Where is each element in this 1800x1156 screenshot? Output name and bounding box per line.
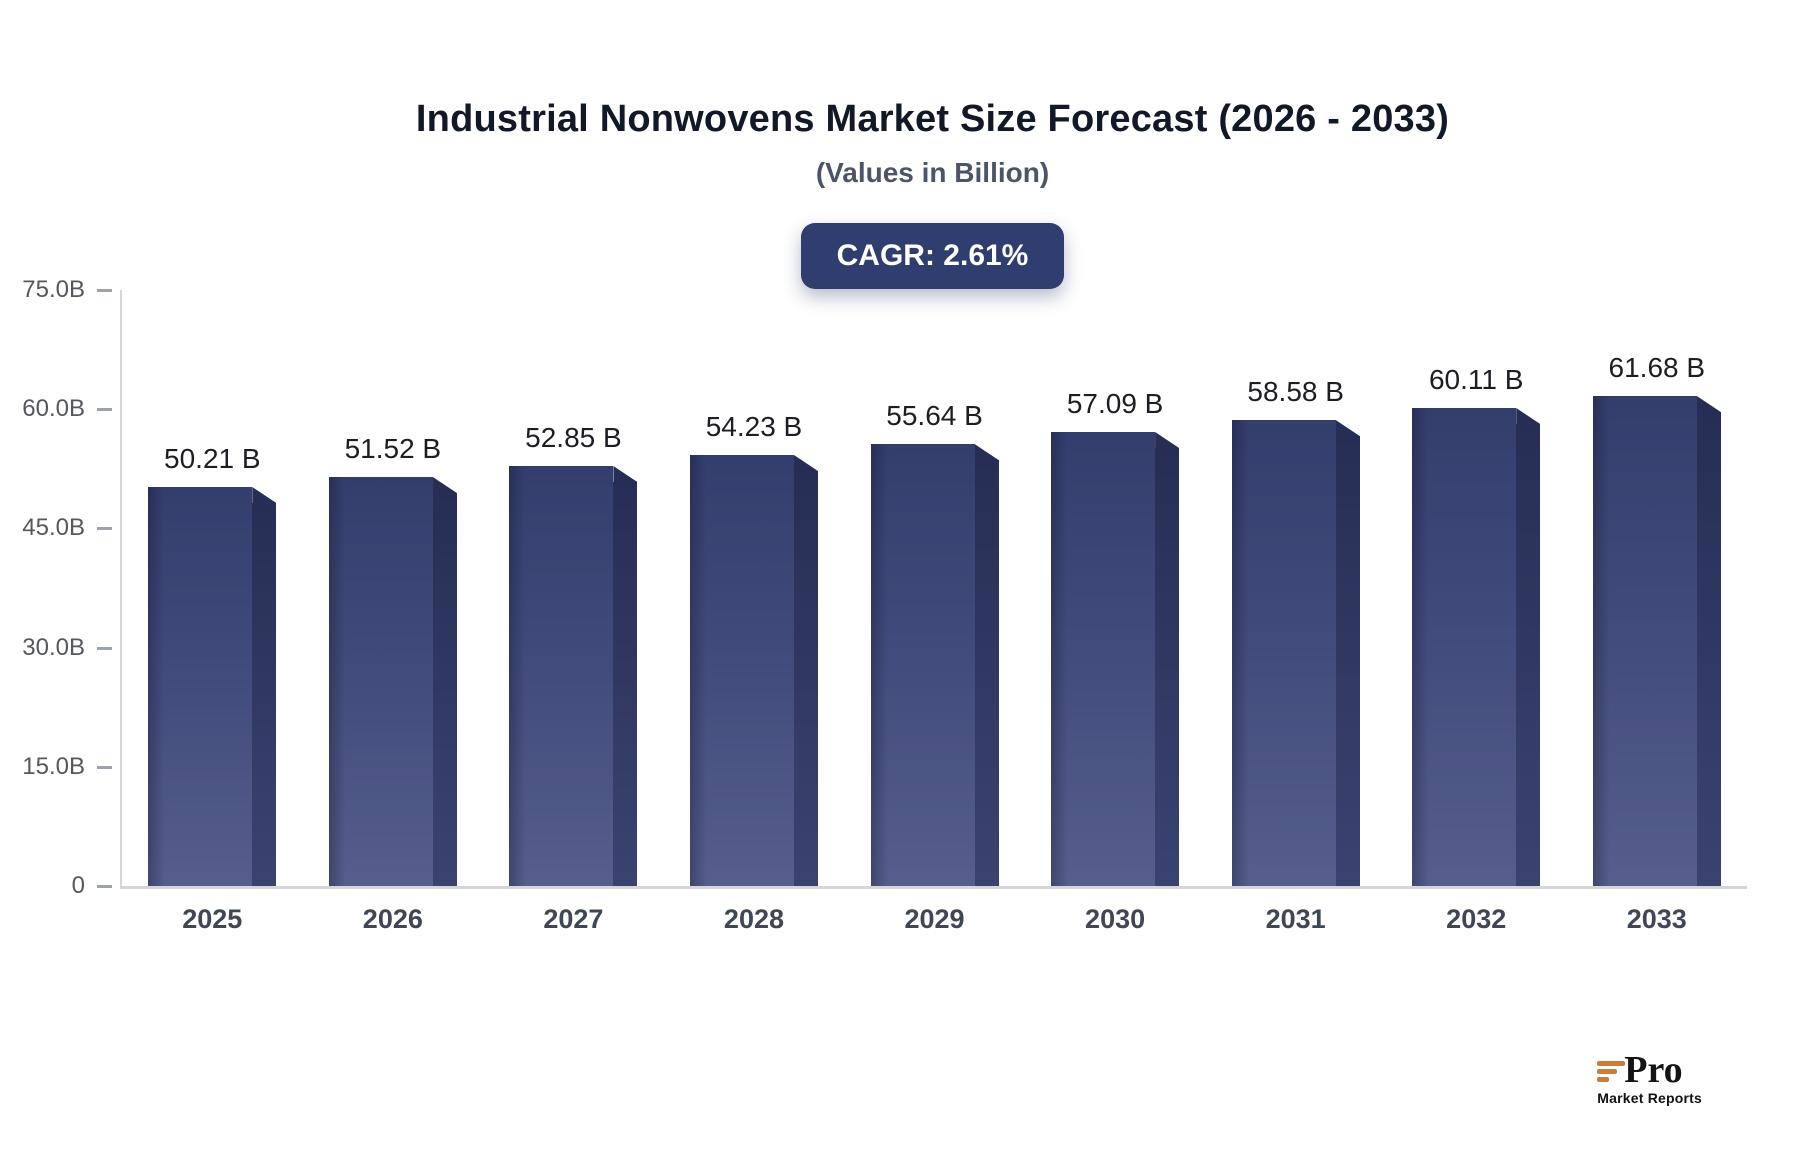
bar-front-face [509,466,614,886]
bar-top-face [793,455,818,471]
bar-side-face [1696,412,1721,886]
bar-top-face [613,466,638,482]
y-tick: 0 [72,872,112,900]
bar-side-face [1516,424,1541,886]
bar-group: 57.09 B [1025,290,1206,886]
logo-icon [1597,1061,1626,1086]
bar-top-face [252,487,277,503]
bar-top-face [432,477,457,493]
chart-area: 50.21 B 51.52 B 52.85 B 54.23 B 55.64 B 57.09… [22,276,1747,934]
x-axis-label: 2030 [1085,904,1146,934]
logo-bar [1597,1061,1626,1066]
y-tick: 30.0B [22,634,112,662]
logo-text: Pro [1624,1048,1683,1091]
bar-group: 55.64 B [844,290,1025,886]
bar-value-label: 55.64 B [886,400,983,431]
bar-side-face [252,503,277,886]
bar [148,487,277,886]
plot-area: 50.21 B 51.52 B 52.85 B 54.23 B 55.64 B 57.09… [122,290,1747,886]
y-tick-label: 15.0B [22,753,85,780]
y-tick: 75.0B [22,276,112,304]
x-axis-label: 2031 [1265,904,1326,934]
y-tick: 15.0B [22,753,112,781]
bar-group: 50.21 B [122,290,303,886]
bar-value-label: 50.21 B [164,443,261,474]
bar-top-face [1335,420,1360,436]
y-tick-label: 0 [71,872,85,899]
bar-front-face [328,477,433,886]
bar-front-face [1231,420,1336,886]
bar [1592,396,1721,886]
bar [689,455,818,886]
bar-value-label: 54.23 B [705,411,803,442]
bar [870,444,999,886]
y-tick-mark [97,765,112,769]
x-axis-label: 2027 [543,904,604,934]
bar-front-face [870,444,975,886]
bar-value-label: 61.68 B [1608,352,1706,383]
bar-front-face [689,455,794,886]
logo-bar [1597,1077,1610,1082]
x-axis-labels: 2025 2026 2027 2028 2029 2030 2031 2032 2033 [122,904,1747,935]
x-axis-label: 2028 [723,904,784,934]
logo-subtext: Market Reports [1597,1090,1702,1106]
cagr-badge: CAGR: 2.61% [800,223,1065,289]
bar-top-face [974,444,999,460]
bar [1231,420,1360,886]
y-tick-label: 75.0B [22,276,85,303]
bar-group: 60.11 B [1386,290,1567,886]
y-tick-label: 30.0B [22,634,85,661]
bar-side-face [432,493,457,886]
bar-side-face [974,460,999,886]
bar-top-face [1516,408,1541,424]
y-tick: 45.0B [22,514,112,542]
y-tick: 60.0B [22,395,112,423]
y-tick-mark [97,884,112,888]
x-axis-label: 2025 [182,904,243,934]
bar [1051,432,1180,886]
bar-group: 61.68 B [1567,290,1748,886]
bar [328,477,457,886]
y-tick-mark [97,526,112,530]
bar-top-face [1155,432,1180,448]
brand-logo: Pro Market Reports [1597,1048,1702,1106]
bar-value-label: 60.11 B [1428,364,1524,395]
bar-value-label: 52.85 B [525,422,622,453]
x-axis-label: 2032 [1446,904,1507,934]
bar-front-face [1051,432,1156,886]
x-axis-label: 2029 [904,904,965,934]
bar-front-face [1412,408,1517,886]
y-tick-mark [97,288,112,292]
bar [1412,408,1541,886]
bar-group: 51.52 B [303,290,484,886]
x-axis-label: 2033 [1626,904,1687,934]
bar-side-face [613,482,638,886]
bar-front-face [148,487,253,886]
bar-group: 52.85 B [483,290,664,886]
chart-title: Industrial Nonwovens Market Size Forecas… [415,98,1450,140]
bar-group: 58.58 B [1205,290,1386,886]
bar-value-label: 57.09 B [1066,388,1164,419]
y-tick-mark [97,646,112,650]
y-tick-label: 45.0B [22,514,85,541]
y-tick-mark [97,407,112,411]
cagr-label: CAGR: 2.61% [836,239,1029,272]
bar-side-face [1335,436,1360,886]
bar-value-label: 58.58 B [1247,376,1344,407]
bar-side-face [1155,448,1180,886]
chart-subtitle: (Values in Billion) [815,157,1050,188]
bar-value-label: 51.52 B [344,433,442,464]
y-tick-label: 60.0B [22,395,85,422]
bar-group: 54.23 B [664,290,845,886]
bar [509,466,638,886]
chart-header: Industrial Nonwovens Market Size Forecas… [120,98,1745,289]
logo-bar [1597,1069,1618,1074]
bar-front-face [1592,396,1697,886]
logo-row: Pro [1597,1048,1702,1091]
bar-side-face [793,471,818,886]
x-axis-label: 2026 [362,904,423,934]
bar-top-face [1696,396,1721,412]
